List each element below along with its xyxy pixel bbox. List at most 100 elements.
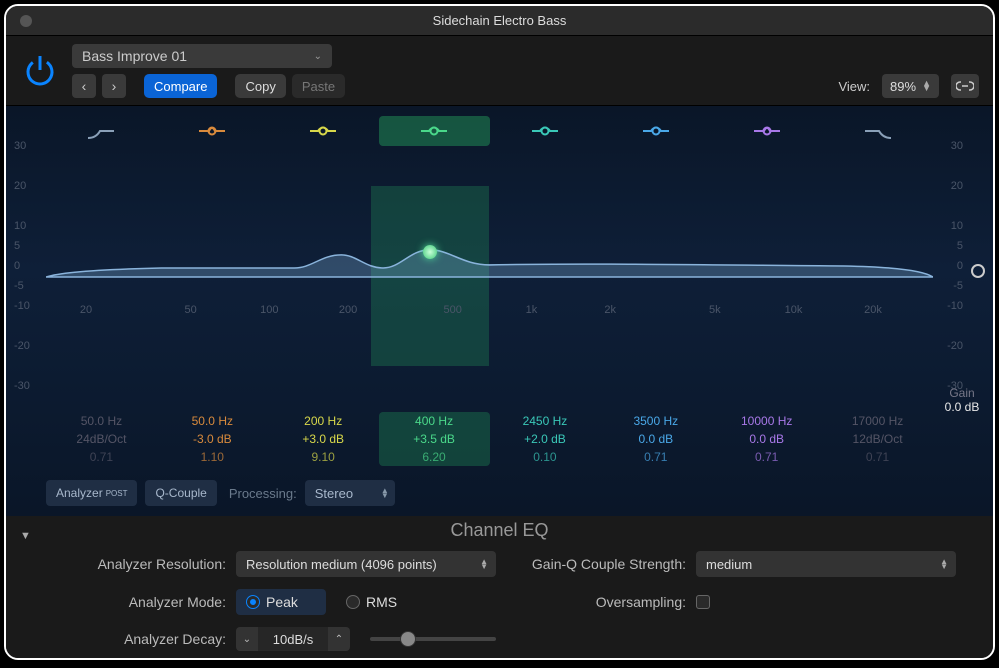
toolbar: Bass Improve 01 ⌄ ‹ › Compare Copy Paste…: [6, 36, 993, 106]
band-params-5[interactable]: 2450 Hz+2.0 dB0.10: [490, 412, 601, 466]
copy-button[interactable]: Copy: [235, 74, 285, 98]
analyzer-decay-stepper[interactable]: ⌄ 10dB/s ⌃: [236, 627, 350, 651]
band-params-8[interactable]: 17000 Hz12dB/Oct0.71: [822, 412, 933, 466]
master-gain-handle[interactable]: [971, 264, 985, 278]
band-params-4[interactable]: 400 Hz+3.5 dB6.20: [379, 412, 490, 466]
band-node-8[interactable]: [822, 116, 933, 146]
active-band-node[interactable]: [423, 245, 437, 259]
disclosure-triangle[interactable]: ▼: [20, 530, 31, 542]
processing-select[interactable]: Stereo ▲▼: [305, 480, 395, 506]
band-params-7[interactable]: 10000 Hz0.0 dB0.71: [711, 412, 822, 466]
analyzer-mode-label: Analyzer Mode:: [16, 594, 236, 610]
plugin-window: Sidechain Electro Bass Bass Improve 01 ⌄…: [4, 4, 995, 660]
band-node-6[interactable]: [600, 116, 711, 146]
band-gain: 24dB/Oct: [46, 430, 157, 448]
band-node-3[interactable]: [268, 116, 379, 146]
analyzer-button[interactable]: Analyzer POST: [46, 480, 137, 506]
compare-button[interactable]: Compare: [144, 74, 217, 98]
master-gain-readout: Gain 0.0 dB: [937, 386, 987, 414]
band-node-1[interactable]: [46, 116, 157, 146]
x-tick: 500: [444, 304, 462, 316]
paste-button[interactable]: Paste: [292, 74, 345, 98]
band-q: 0.71: [822, 448, 933, 466]
gain-q-strength-label: Gain-Q Couple Strength:: [496, 556, 696, 572]
eq-toolbar: Analyzer POST Q-Couple Processing: Stere…: [46, 480, 933, 506]
band-freq: 2450 Hz: [490, 412, 601, 430]
y-tick: -10: [935, 300, 963, 312]
power-button[interactable]: [20, 50, 60, 90]
chevron-down-icon: ⌄: [314, 51, 322, 62]
analyzer-mode-peak-radio[interactable]: Peak: [236, 589, 326, 615]
x-tick: 1k: [526, 304, 538, 316]
band-params-2[interactable]: 50.0 Hz-3.0 dB1.10: [157, 412, 268, 466]
y-tick: 5: [14, 240, 42, 252]
zoom-stepper[interactable]: 89% ▲▼: [882, 74, 939, 98]
slider-thumb[interactable]: [400, 631, 416, 647]
zoom-value: 89%: [890, 79, 916, 94]
radio-dot-icon: [346, 595, 360, 609]
y-tick: -10: [14, 300, 42, 312]
next-preset-button[interactable]: ›: [102, 74, 126, 98]
x-tick: 200: [339, 304, 357, 316]
y-tick: -20: [14, 340, 42, 352]
close-icon[interactable]: [20, 15, 32, 27]
stepper-arrows-icon: ▲▼: [480, 559, 488, 569]
y-tick: -5: [14, 280, 42, 292]
x-tick: 5k: [709, 304, 721, 316]
decay-decrement-button[interactable]: ⌄: [236, 627, 258, 651]
y-tick: 30: [935, 140, 963, 152]
stepper-arrows-icon: ▲▼: [940, 559, 948, 569]
band-gain: +3.0 dB: [268, 430, 379, 448]
analyzer-resolution-label: Analyzer Resolution:: [16, 556, 236, 572]
x-tick: 10k: [785, 304, 803, 316]
preset-menu[interactable]: Bass Improve 01 ⌄: [72, 44, 332, 68]
gain-label: Gain: [937, 386, 987, 400]
stepper-arrows-icon: ▲▼: [381, 488, 389, 498]
band-q: 0.71: [46, 448, 157, 466]
prev-preset-button[interactable]: ‹: [72, 74, 96, 98]
y-tick: 5: [935, 240, 963, 252]
band-params-3[interactable]: 200 Hz+3.0 dB9.10: [268, 412, 379, 466]
decay-increment-button[interactable]: ⌃: [328, 627, 350, 651]
x-tick: 100: [260, 304, 278, 316]
view-label: View:: [838, 79, 870, 94]
analyzer-resolution-select[interactable]: Resolution medium (4096 points) ▲▼: [236, 551, 496, 577]
band-gain: +3.5 dB: [379, 430, 490, 448]
gain-q-strength-select[interactable]: medium ▲▼: [696, 551, 956, 577]
decay-value: 10dB/s: [258, 627, 328, 651]
band-gain: 0.0 dB: [600, 430, 711, 448]
band-freq: 17000 Hz: [822, 412, 933, 430]
band-freq: 50.0 Hz: [46, 412, 157, 430]
link-button[interactable]: [951, 74, 979, 98]
analyzer-decay-label: Analyzer Decay:: [16, 631, 236, 647]
y-tick: 30: [14, 140, 42, 152]
x-tick: 20k: [864, 304, 882, 316]
extended-params: ▼ Channel EQ Analyzer Resolution: Resolu…: [6, 516, 993, 660]
band-freq: 50.0 Hz: [157, 412, 268, 430]
band-gain: 12dB/Oct: [822, 430, 933, 448]
band-q: 9.10: [268, 448, 379, 466]
band-q: 1.10: [157, 448, 268, 466]
analyzer-mode-rms-radio[interactable]: RMS: [346, 594, 397, 610]
x-tick: 20: [80, 304, 92, 316]
stepper-arrows-icon: ▲▼: [922, 81, 931, 91]
q-couple-button[interactable]: Q-Couple: [145, 480, 216, 506]
band-node-5[interactable]: [490, 116, 601, 146]
eq-graph[interactable]: 20501002005001k2k5k10k20k: [46, 146, 933, 386]
band-q: 0.71: [711, 448, 822, 466]
band-params-6[interactable]: 3500 Hz0.0 dB0.71: [600, 412, 711, 466]
band-freq: 200 Hz: [268, 412, 379, 430]
band-node-7[interactable]: [711, 116, 822, 146]
band-gain: -3.0 dB: [157, 430, 268, 448]
window-title: Sidechain Electro Bass: [6, 13, 993, 28]
oversampling-checkbox[interactable]: [696, 595, 710, 609]
titlebar: Sidechain Electro Bass: [6, 6, 993, 36]
band-params-1[interactable]: 50.0 Hz24dB/Oct0.71: [46, 412, 157, 466]
band-freq: 10000 Hz: [711, 412, 822, 430]
band-gain: +2.0 dB: [490, 430, 601, 448]
analyzer-decay-slider[interactable]: [370, 637, 496, 641]
band-freq: 3500 Hz: [600, 412, 711, 430]
band-node-2[interactable]: [157, 116, 268, 146]
band-node-4[interactable]: [379, 116, 490, 146]
processing-label: Processing:: [229, 486, 297, 501]
